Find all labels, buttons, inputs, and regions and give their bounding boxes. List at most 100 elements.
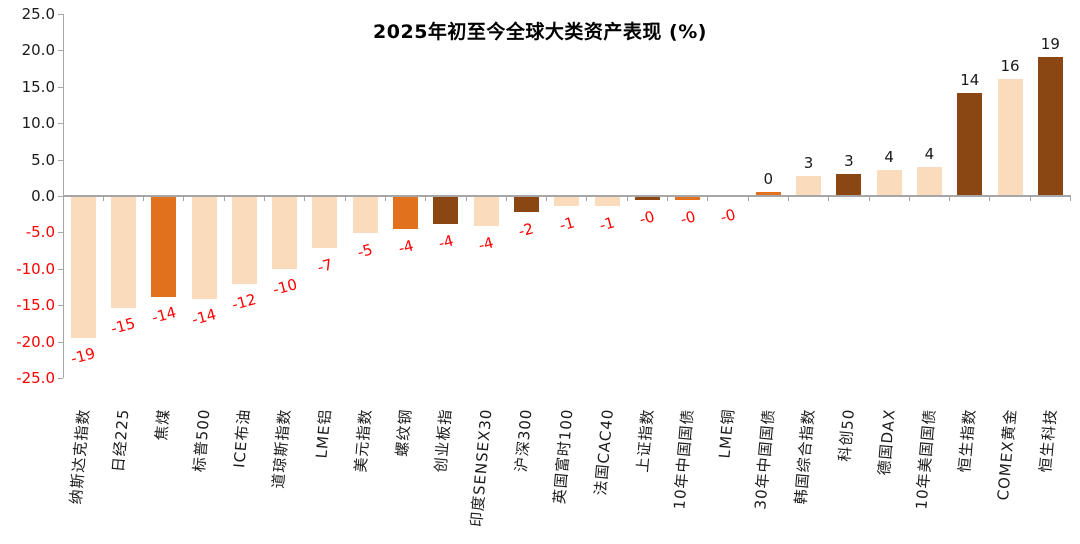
- category-label: COMEX黄金: [993, 407, 1020, 502]
- y-tick-mark: [57, 232, 63, 234]
- bar-22: [916, 167, 942, 195]
- bar-value-label: 4: [884, 147, 894, 166]
- x-tick-mark: [143, 197, 145, 201]
- category-label: 日经225: [109, 407, 133, 473]
- bar-value-label: 16: [1000, 57, 1020, 76]
- category-label: 韩国综合指数: [791, 407, 818, 506]
- y-tick-mark: [57, 159, 63, 161]
- bar-9: [393, 197, 419, 230]
- x-tick-mark: [667, 197, 668, 201]
- x-tick-mark: [384, 197, 386, 201]
- x-tick-mark: [626, 197, 628, 201]
- bar-6: [272, 197, 298, 270]
- x-tick-mark: [1070, 197, 1071, 201]
- category-label: 上证指数: [633, 407, 657, 474]
- bar-3: [151, 197, 177, 298]
- category-label: 焦煤: [152, 407, 174, 442]
- category-label: 10年美国国债: [912, 407, 939, 511]
- y-tick-mark: [57, 50, 63, 52]
- y-tick-label: 5.0: [31, 150, 55, 169]
- category-label: 英国富时100: [549, 407, 577, 505]
- bar-value-label: -12: [230, 290, 259, 315]
- category-label: 创业板指: [431, 407, 456, 474]
- x-tick-mark: [465, 197, 467, 201]
- category-label: 科创50: [835, 407, 859, 463]
- bar-12: [513, 197, 539, 212]
- category-label: 纳斯达克指数: [66, 407, 93, 506]
- y-tick-mark: [57, 268, 63, 270]
- category-label: 美元指数: [351, 407, 375, 474]
- y-tick-label: 15.0: [21, 77, 55, 96]
- bar-25: [1037, 56, 1063, 195]
- category-label: LME铜: [715, 407, 738, 460]
- bar-15: [634, 197, 660, 201]
- x-tick-mark: [787, 197, 789, 201]
- bar-7: [312, 197, 338, 248]
- y-tick-label: -5.0: [25, 223, 55, 242]
- x-tick-mark: [989, 197, 991, 201]
- x-tick-mark: [546, 197, 548, 201]
- bar-2: [110, 197, 136, 308]
- x-tick-mark: [868, 197, 870, 201]
- zero-baseline: [63, 195, 1071, 197]
- category-label: 印度SENSEX30: [467, 407, 496, 528]
- category-label: 法国CAC40: [590, 407, 617, 497]
- bar-value-label: -10: [270, 275, 299, 299]
- category-label: 沪深300: [512, 407, 536, 473]
- category-label: 30年中国国债: [750, 407, 778, 511]
- bar-value-label: 4: [924, 145, 935, 164]
- bar-19: [796, 176, 822, 195]
- y-tick-mark: [57, 123, 63, 125]
- x-tick-mark: [828, 197, 830, 201]
- category-label: 恒生指数: [955, 407, 980, 474]
- x-tick-mark: [1029, 197, 1031, 201]
- y-tick-label: 20.0: [21, 41, 55, 60]
- y-tick-label: 0.0: [31, 187, 55, 205]
- category-label: 德国DAX: [874, 407, 899, 477]
- bar-value-label: 3: [803, 154, 814, 173]
- bar-value-label: -19: [68, 343, 98, 368]
- category-label: ICE布油: [230, 407, 254, 469]
- y-tick-label: -10.0: [16, 259, 55, 278]
- category-label: 道琼斯指数: [269, 407, 295, 490]
- bar-24: [997, 79, 1023, 195]
- bar-11: [473, 197, 499, 227]
- bar-1: [70, 197, 96, 338]
- x-tick-mark: [505, 197, 507, 201]
- y-tick-mark: [57, 196, 63, 197]
- chart-title: 2025年初至今全球大类资产表现 (%): [373, 21, 707, 43]
- bar-20: [836, 173, 862, 195]
- bar-23: [957, 93, 983, 195]
- bar-value-label: -2: [516, 218, 536, 241]
- x-tick-mark: [747, 197, 749, 201]
- category-label: 10年中国国债: [670, 407, 698, 511]
- x-tick-mark: [586, 197, 588, 201]
- y-tick-label: 25.0: [21, 5, 55, 23]
- x-tick-mark: [707, 197, 709, 201]
- bar-value-label: 19: [1040, 34, 1060, 53]
- y-tick-label: -25.0: [16, 369, 55, 387]
- bar-value-label: 14: [960, 71, 980, 90]
- y-tick-mark: [57, 341, 63, 343]
- category-label: 螺纹钢: [392, 407, 415, 458]
- y-tick-mark: [57, 305, 63, 307]
- y-tick-label: 10.0: [21, 114, 55, 133]
- bar-21: [876, 169, 902, 195]
- bar-value-label: 3: [844, 151, 854, 170]
- category-label: 恒生科技: [1036, 407, 1060, 474]
- x-tick-mark: [304, 197, 306, 201]
- x-tick-mark: [183, 197, 185, 201]
- x-tick-mark: [949, 197, 951, 201]
- x-tick-mark: [223, 197, 225, 201]
- bar-14: [594, 197, 620, 206]
- bar-5: [231, 197, 257, 285]
- bar-8: [352, 197, 378, 234]
- y-tick-label: -20.0: [16, 332, 55, 351]
- bar-16: [675, 197, 701, 200]
- bar-10: [433, 197, 459, 224]
- y-tick-mark: [57, 378, 63, 379]
- bar-13: [554, 197, 580, 207]
- y-tick-mark: [57, 86, 63, 88]
- bar-value-label: -0: [718, 204, 738, 227]
